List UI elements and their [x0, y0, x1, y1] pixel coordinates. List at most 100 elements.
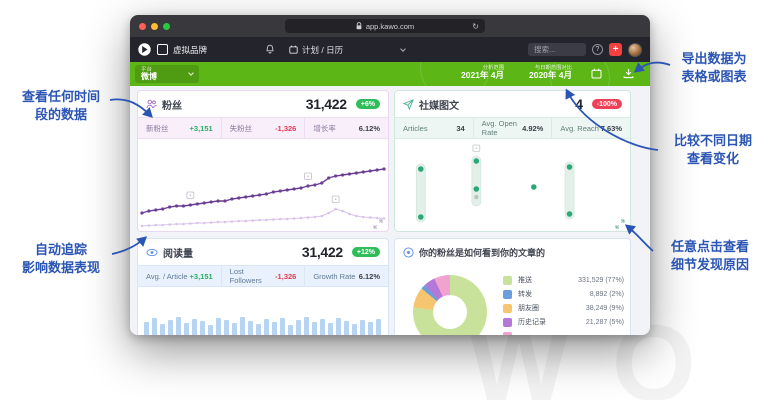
legend-row: 朋友圈 38,249 (9%) [503, 301, 624, 315]
social-posts-card: 社媒图文 4 -100% Articles 34 Avg. Open Rate 4.… [394, 90, 631, 232]
browser-titlebar: app.kawo.com ↻ [130, 15, 650, 37]
read-bar [240, 317, 245, 335]
stat-value: 34 [456, 123, 465, 133]
fans-badge: +6% [355, 99, 380, 109]
reads-card-title: 阅读量 [163, 248, 193, 260]
fans-stats-row: 新粉丝 +3,151 失粉丝 -1,326 增长率 6.12% [138, 117, 388, 139]
posts-card-title: 社媒图文 [419, 100, 459, 112]
read-bar [152, 318, 157, 335]
stat-label: 增长率 [313, 123, 336, 133]
read-bar [184, 323, 189, 335]
legend-value: 38,249 (9%) [585, 304, 624, 312]
calendar-picker-icon[interactable] [591, 68, 602, 79]
sources-donut[interactable] [413, 275, 487, 335]
legend-swatch [503, 289, 512, 299]
export-download-icon[interactable] [623, 68, 634, 79]
stat-value: -1,326 [275, 123, 297, 133]
legend-row: 推送 331,529 (77%) [503, 273, 624, 287]
annotation-click-details: 任意点击查看 细节发现原因 [670, 239, 749, 272]
reads-stats-row: Avg. / Article +3,151 Lost Followers -1,32… [138, 265, 388, 287]
annotation-compare-dates: 比较不同日期 查看变化 [673, 133, 752, 166]
user-avatar[interactable] [628, 42, 642, 57]
legend-label: 历史记录 [518, 319, 546, 326]
sources-donut-chart[interactable]: 推送 331,529 (77%) 转发 8,892 (2%) 朋友圈 38,249 (… [395, 265, 630, 335]
annotation-export-data: 导出数据为 表格或图表 [681, 51, 747, 84]
posts-badge: -100% [591, 99, 622, 109]
read-bar [144, 322, 149, 335]
address-bar[interactable]: app.kawo.com ↻ [285, 19, 485, 33]
read-bar [208, 325, 213, 335]
read-bar [288, 325, 293, 335]
help-icon[interactable]: ? [592, 44, 603, 55]
legend-label: 朋友圈 [518, 305, 539, 312]
date-range-label: 分析范围 [482, 65, 504, 71]
kawo-logo-icon[interactable] [138, 43, 151, 56]
read-bar [320, 319, 325, 335]
refresh-icon[interactable]: ↻ [472, 21, 479, 31]
stat-label: Avg. Open Rate [481, 119, 517, 137]
stat-value: 7.63% [600, 123, 623, 133]
chevron-down-icon [400, 45, 406, 52]
legend-value: 331,529 (77%) [578, 276, 624, 284]
chevron-down-icon [188, 70, 194, 76]
reads-bar-chart[interactable] [144, 287, 382, 335]
platform-dropdown[interactable]: 平台 微博 [135, 65, 199, 83]
legend-row: 转发 8,892 (2%) [503, 287, 624, 301]
expand-icon[interactable] [373, 219, 383, 229]
read-bar [368, 322, 373, 335]
stat-value: 6.12% [358, 123, 381, 133]
expand-icon[interactable] [615, 219, 625, 229]
toolbar-decor-circle [550, 62, 610, 86]
posts-scatter-chart[interactable] [395, 139, 630, 231]
fans-value: 31,422 [305, 96, 347, 112]
read-bar [256, 324, 261, 335]
read-bar [360, 320, 365, 335]
add-button[interactable]: + [609, 43, 622, 56]
bell-icon[interactable] [265, 44, 275, 55]
fans-line-chart[interactable] [138, 139, 388, 231]
read-bar [160, 324, 165, 335]
compare-range-label: 与日期范围对比 [534, 65, 572, 71]
paper-plane-icon [403, 98, 414, 110]
browser-window: app.kawo.com ↻ 虚拟品牌 计划 / 日历 ? + [130, 15, 650, 335]
platform-label: 平台 [141, 66, 153, 73]
compare-range-value: 2020年 4月 [529, 70, 572, 81]
nav-label: 计划 / 日历 [302, 44, 344, 55]
minimize-window-button[interactable] [151, 22, 158, 30]
nav-plan-calendar[interactable]: 计划 / 日历 [289, 44, 406, 56]
fans-card: 粉丝 31,422 +6% 新粉丝 +3,151 失粉丝 -1,326 增长率 6.1… [137, 90, 389, 232]
close-window-button[interactable] [139, 22, 146, 30]
read-bar [280, 318, 285, 335]
annotation-view-any-period: 查看任何时间 段的数据 [21, 89, 100, 122]
stat-label: Avg. Reach [560, 123, 599, 133]
reads-value: 31,422 [301, 244, 343, 260]
url-text: app.kawo.com [365, 21, 415, 31]
compare-range-control[interactable]: 与日期范围对比 2020年 4月 [529, 65, 572, 81]
read-bar [296, 320, 301, 335]
zoom-window-button[interactable] [163, 22, 170, 30]
annotation-auto-track: 自动追踪 影响数据表现 [21, 242, 100, 275]
reads-badge: +12% [351, 247, 380, 257]
legend-value: 8,892 (2%) [589, 290, 624, 298]
sources-legend: 推送 331,529 (77%) 转发 8,892 (2%) 朋友圈 38,249 (… [503, 273, 624, 335]
brand-avatar-placeholder[interactable] [157, 44, 168, 55]
platform-value: 微博 [141, 71, 157, 81]
brand-name[interactable]: 虚拟品牌 [173, 44, 208, 55]
reads-card: 阅读量 31,422 +12% Avg. / Article +3,151 Los… [137, 238, 389, 335]
read-bar [176, 317, 181, 335]
posts-value: 4 [575, 96, 583, 112]
legend-swatch [503, 331, 512, 335]
eye-circle-icon [403, 246, 414, 258]
read-bar [272, 322, 277, 335]
date-range-control[interactable]: 分析范围 2021年 4月 [461, 65, 504, 81]
stat-label: Lost Followers [229, 267, 262, 285]
read-bar [264, 319, 269, 335]
search-input[interactable] [528, 43, 586, 56]
stat-label: 新粉丝 [146, 123, 169, 133]
sources-card-title: 你的粉丝是如何看到你的文章的 [419, 247, 546, 258]
read-bar [248, 321, 253, 335]
legend-row [503, 329, 624, 335]
stat-label: Articles [403, 123, 428, 133]
read-bar [376, 319, 381, 335]
